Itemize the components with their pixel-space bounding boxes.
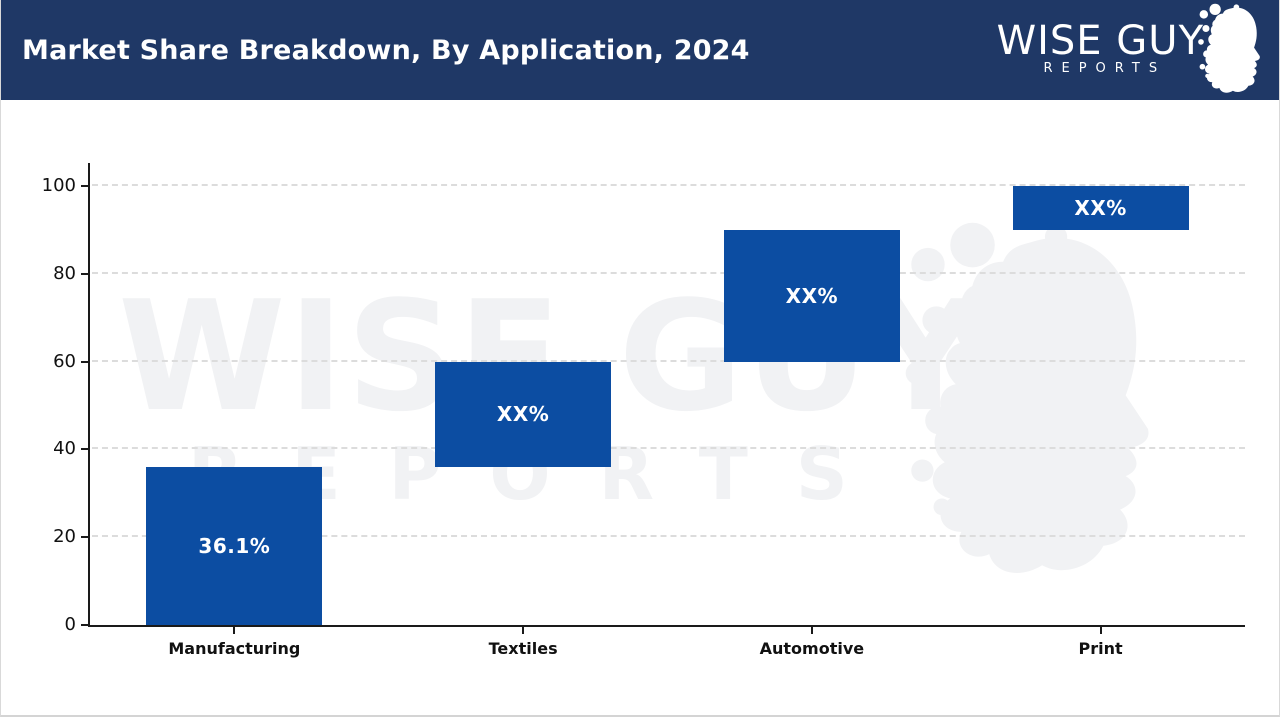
brand-logo-text: WISE GUY REPORTS	[997, 20, 1204, 76]
gridline-100	[92, 184, 1245, 186]
x-axis-label-manufacturing: Manufacturing	[168, 639, 301, 658]
plot-area: 36.1% XX% XX% XX%	[90, 184, 1245, 625]
x-axis-tick-print	[1099, 627, 1102, 634]
bar-automotive: XX%	[723, 229, 900, 362]
x-axis-tick-textiles	[522, 627, 525, 634]
brand-subname: REPORTS	[1043, 61, 1167, 76]
x-axis-tick-manufacturing	[233, 627, 236, 634]
bar-value-label-print: XX%	[1074, 195, 1127, 220]
y-axis-tick-60	[81, 360, 88, 363]
y-axis-tick-label-80: 80	[53, 262, 76, 284]
header-bar: Market Share Breakdown, By Application, …	[0, 0, 1280, 100]
y-axis-tick-label-60: 60	[53, 350, 76, 372]
gridline-20	[92, 535, 1245, 538]
x-axis-label-textiles: Textiles	[488, 639, 558, 658]
y-axis-tick-label-40: 40	[53, 438, 76, 460]
y-axis-tick-label-20: 20	[53, 526, 76, 548]
bar-textiles: XX%	[435, 361, 612, 467]
x-axis-label-automotive: Automotive	[759, 639, 865, 658]
gridline-40	[92, 447, 1245, 450]
bar-value-label-textiles: XX%	[496, 402, 550, 427]
bar-print: XX%	[1012, 186, 1189, 230]
brand-logo: WISE GUY REPORTS	[997, 0, 1272, 100]
bar-value-label-manufacturing: 36.1%	[198, 533, 271, 558]
y-axis-tick-80	[81, 272, 88, 275]
y-axis-tick-0	[81, 624, 88, 626]
y-axis-tick-label-100: 100	[41, 175, 76, 196]
gridline-60	[92, 359, 1245, 362]
y-axis-tick-100	[81, 185, 88, 187]
bar-value-label-automotive: XX%	[785, 283, 839, 308]
bar-manufacturing: 36.1%	[146, 466, 323, 625]
x-axis-label-print: Print	[1078, 639, 1123, 658]
x-axis-tick-automotive	[810, 627, 813, 634]
y-axis-tick-20	[81, 536, 88, 539]
gridline-80	[92, 271, 1245, 274]
brand-head-icon	[1198, 3, 1260, 93]
x-axis-line	[88, 625, 1245, 627]
y-axis-tick-label-0: 0	[64, 614, 76, 635]
page-title: Market Share Breakdown, By Application, …	[22, 34, 750, 66]
y-axis-tick-40	[81, 448, 88, 451]
brand-name: WISE GUY	[996, 18, 1204, 64]
